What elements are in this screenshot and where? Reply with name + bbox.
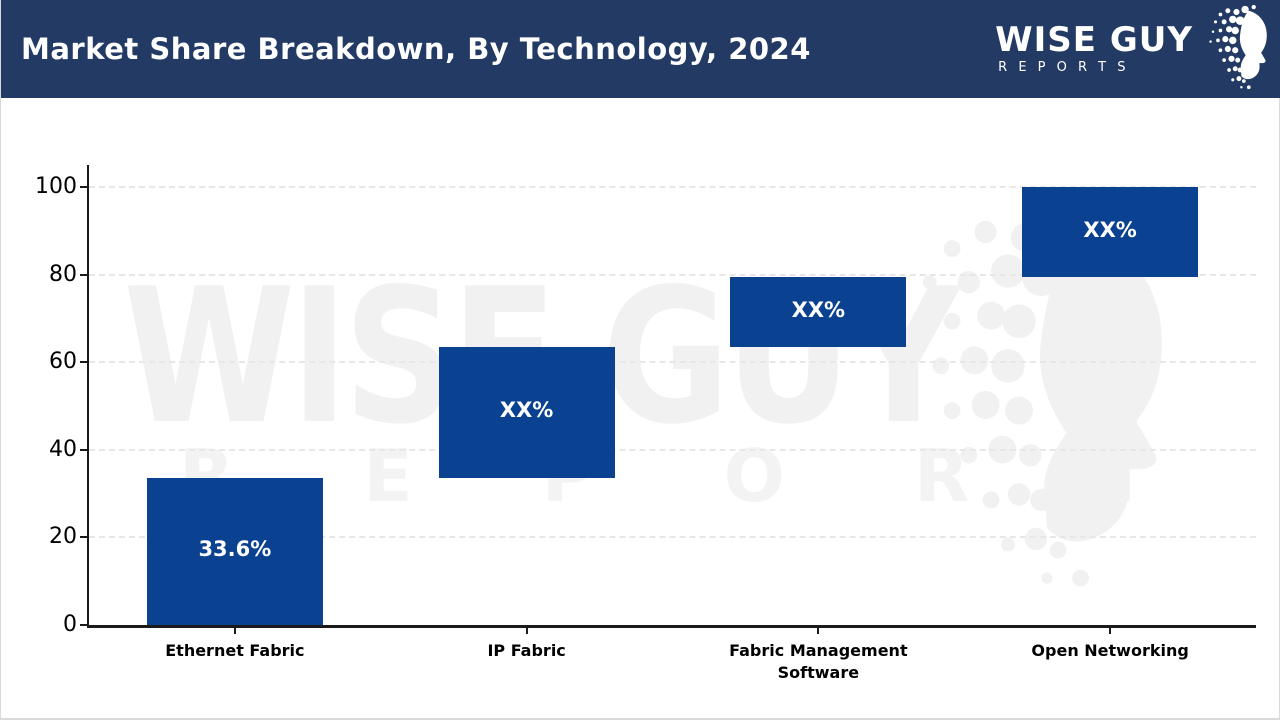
y-tick-mark: [80, 536, 89, 539]
y-tick-mark: [80, 273, 89, 276]
bar: [146, 477, 323, 625]
bar-value-label: 33.6%: [198, 537, 272, 562]
y-tick-mark: [80, 186, 89, 188]
logo-text: WISE GUY R E P O R T S: [995, 23, 1193, 75]
y-axis-line: [87, 165, 89, 628]
x-tick-mark: [525, 628, 528, 634]
y-tick-label: 80: [49, 261, 77, 287]
y-tick-mark: [80, 361, 89, 364]
x-category-label: Open Networking: [1031, 641, 1189, 660]
y-gridline: [89, 186, 1256, 188]
y-tick-label: 60: [49, 349, 77, 375]
x-tick-mark: [1109, 628, 1112, 634]
y-tick-label: 20: [49, 524, 77, 550]
wise-guy-logo: WISE GUY R E P O R T S: [995, 0, 1271, 98]
bar-value-label: XX%: [791, 297, 846, 322]
logo-subtitle: R E P O R T S: [998, 60, 1129, 75]
bar: [438, 346, 615, 478]
y-gridline: [89, 273, 1256, 276]
logo-wordmark: WISE GUY: [995, 20, 1193, 60]
chart-title: Market Share Breakdown, By Technology, 2…: [21, 32, 811, 66]
y-tick-label: 40: [49, 436, 77, 462]
dotted-head-icon: [1209, 4, 1267, 90]
y-gridline: [89, 536, 1256, 539]
y-tick-label: 100: [35, 174, 77, 199]
bar-value-label: XX%: [1083, 217, 1137, 242]
x-category-label: Ethernet Fabric: [165, 641, 305, 660]
bar-value-label: XX%: [499, 398, 554, 423]
x-tick-mark: [233, 628, 236, 634]
y-tick-mark: [80, 448, 89, 451]
x-tick-mark: [817, 628, 820, 634]
x-axis-line: [87, 625, 1256, 628]
x-category-label: IP Fabric: [487, 641, 566, 660]
y-tick-mark: [80, 624, 89, 626]
y-gridline: [89, 448, 1256, 451]
x-category-label: Fabric Management Software: [729, 641, 908, 682]
bar: [730, 276, 907, 347]
y-tick-label: 0: [63, 612, 77, 637]
header: Market Share Breakdown, By Technology, 2…: [1, 0, 1280, 98]
y-gridline: [89, 361, 1256, 364]
